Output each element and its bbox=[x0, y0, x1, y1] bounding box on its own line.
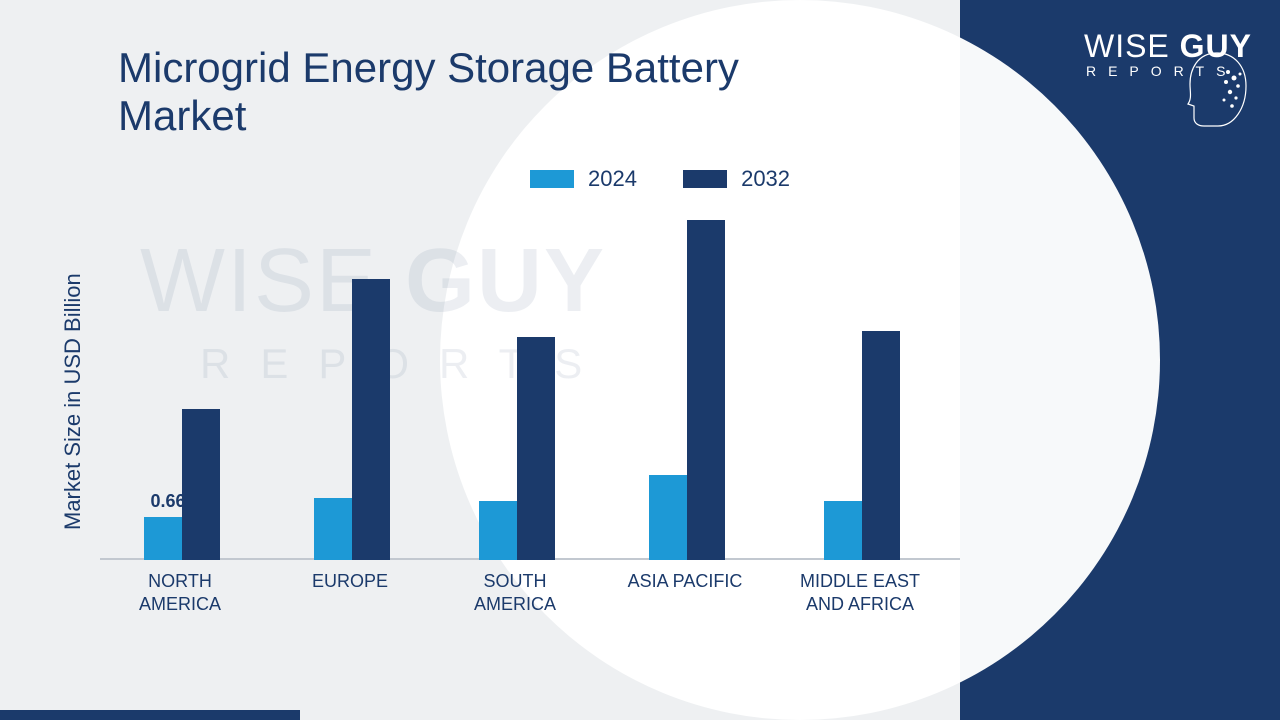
bar-2024: 0.66 bbox=[144, 517, 182, 560]
brand-logo: WISE GUY REPORTS bbox=[1084, 28, 1252, 79]
bar-2032 bbox=[862, 331, 900, 560]
legend-swatch-2024 bbox=[530, 170, 574, 188]
bar-2024 bbox=[824, 501, 862, 560]
legend-item-2024: 2024 bbox=[530, 166, 637, 192]
bar-2032 bbox=[687, 220, 725, 560]
legend: 2024 2032 bbox=[530, 166, 830, 194]
legend-item-2032: 2032 bbox=[683, 166, 790, 192]
chart-plot-area: 0.66 bbox=[100, 200, 960, 560]
bar-2032 bbox=[517, 337, 555, 560]
category-label: EUROPE bbox=[280, 570, 420, 593]
head-icon bbox=[1182, 48, 1252, 128]
chart-title: Microgrid Energy Storage Battery Market bbox=[118, 44, 838, 141]
bar-2024 bbox=[314, 498, 352, 560]
y-axis-label: Market Size in USD Billion bbox=[60, 273, 86, 530]
bar-2024 bbox=[649, 475, 687, 560]
legend-label-2032: 2032 bbox=[741, 166, 790, 192]
legend-swatch-2032 bbox=[683, 170, 727, 188]
logo-text-wise: WISE bbox=[1084, 28, 1170, 64]
bar-2024 bbox=[479, 501, 517, 560]
category-label: SOUTH AMERICA bbox=[445, 570, 585, 615]
bar-2032 bbox=[182, 409, 220, 560]
category-label: MIDDLE EAST AND AFRICA bbox=[790, 570, 930, 615]
legend-label-2024: 2024 bbox=[588, 166, 637, 192]
bar-2032 bbox=[352, 279, 390, 560]
bottom-accent-bar bbox=[0, 710, 300, 720]
category-label: NORTH AMERICA bbox=[110, 570, 250, 615]
category-label: ASIA PACIFIC bbox=[615, 570, 755, 593]
